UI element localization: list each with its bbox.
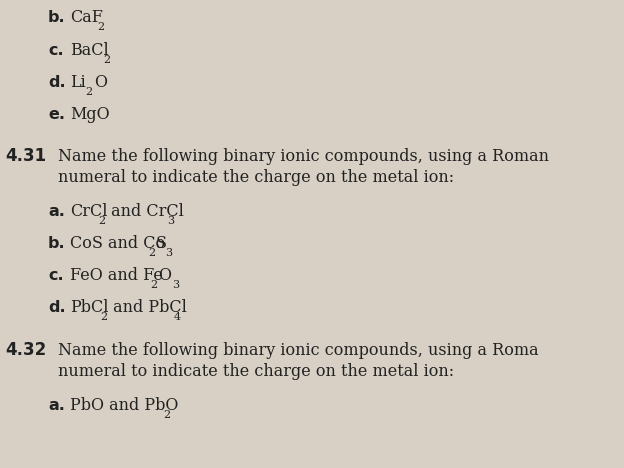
Text: d.: d. [48,300,66,315]
Text: 4.32: 4.32 [5,341,46,359]
Text: 3: 3 [165,249,172,258]
Text: b.: b. [48,236,66,251]
Text: 2: 2 [163,410,170,420]
Text: and CrCl: and CrCl [106,203,184,220]
Text: MgO: MgO [70,106,110,123]
Text: 2: 2 [98,216,105,227]
Text: and PbCl: and PbCl [108,299,187,316]
Text: Name the following binary ionic compounds, using a Roman: Name the following binary ionic compound… [58,148,549,165]
Text: d.: d. [48,75,66,90]
Text: numeral to indicate the charge on the metal ion:: numeral to indicate the charge on the me… [58,169,454,186]
Text: e.: e. [48,107,65,122]
Text: 3: 3 [167,216,174,227]
Text: 4.31: 4.31 [5,147,46,165]
Text: O: O [94,74,107,91]
Text: CaF: CaF [70,9,103,26]
Text: 4: 4 [174,313,181,322]
Text: b.: b. [48,10,66,25]
Text: PbO and PbO: PbO and PbO [70,397,178,414]
Text: O: O [158,267,171,284]
Text: BaCl: BaCl [70,42,109,59]
Text: PbCl: PbCl [70,299,109,316]
Text: 2: 2 [100,313,107,322]
Text: a.: a. [48,398,65,413]
Text: CoS and Co: CoS and Co [70,235,165,252]
Text: a.: a. [48,204,65,219]
Text: Li: Li [70,74,85,91]
Text: S: S [156,235,167,252]
Text: c.: c. [48,43,64,58]
Text: FeO and Fe: FeO and Fe [70,267,163,284]
Text: numeral to indicate the charge on the metal ion:: numeral to indicate the charge on the me… [58,363,454,380]
Text: CrCl: CrCl [70,203,107,220]
Text: Name the following binary ionic compounds, using a Roma: Name the following binary ionic compound… [58,342,539,359]
Text: 2: 2 [85,88,92,97]
Text: c.: c. [48,268,64,283]
Text: 2: 2 [148,249,155,258]
Text: 2: 2 [103,55,110,66]
Text: 3: 3 [172,280,179,291]
Text: 2: 2 [97,22,104,32]
Text: 2: 2 [150,280,157,291]
